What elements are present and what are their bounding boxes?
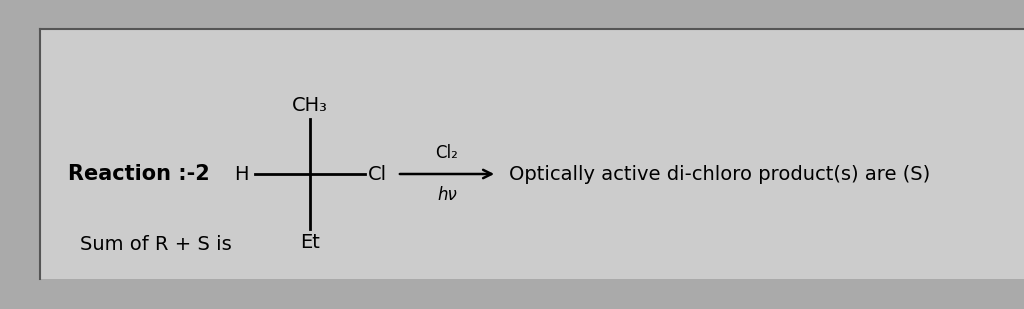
Text: Cl: Cl bbox=[368, 164, 387, 184]
Text: Et: Et bbox=[300, 233, 319, 252]
Text: Sum of R + S is: Sum of R + S is bbox=[80, 235, 231, 253]
Bar bbox=[40, 29, 1024, 279]
Text: Optically active di-chloro product(s) are (S): Optically active di-chloro product(s) ar… bbox=[509, 164, 930, 184]
Text: Cl₂: Cl₂ bbox=[435, 144, 459, 162]
Text: hν: hν bbox=[437, 186, 457, 204]
Text: CH₃: CH₃ bbox=[292, 96, 328, 115]
Text: H: H bbox=[234, 164, 249, 184]
Text: Reaction :-2: Reaction :-2 bbox=[68, 164, 210, 184]
